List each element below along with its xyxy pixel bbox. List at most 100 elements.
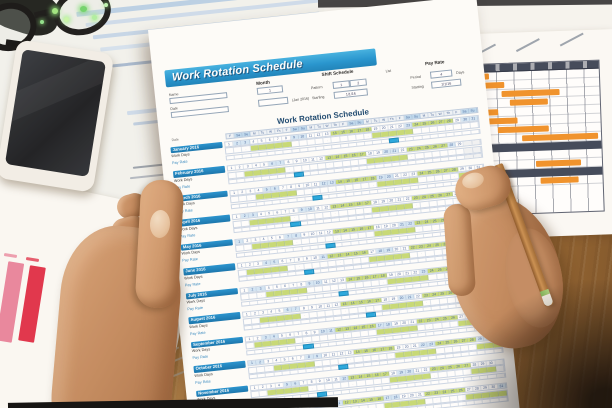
pay-cell <box>256 201 265 206</box>
gantt-group-label <box>515 38 540 53</box>
pay-cell <box>340 143 350 147</box>
pay-cell <box>325 391 334 395</box>
pay-cell <box>267 150 276 155</box>
weekday-cell: Su <box>468 108 478 113</box>
pay-starting-field: 1/1/16 <box>430 78 462 89</box>
pay-cell <box>282 297 292 301</box>
pay-cell <box>424 232 433 237</box>
pay-cell <box>402 185 412 190</box>
pay-cell <box>454 131 464 135</box>
pay-cell <box>402 259 411 264</box>
pattern-label: Pattern <box>310 85 323 91</box>
pay-cell <box>310 244 319 249</box>
pay-cell <box>450 328 460 333</box>
pay-cell <box>382 385 391 389</box>
pay-cell <box>385 261 395 266</box>
gantt-bar <box>536 159 582 167</box>
pay-cell <box>386 187 395 192</box>
pay-cell <box>331 217 341 222</box>
pay-cell <box>320 342 329 347</box>
pay-cell <box>253 176 263 181</box>
pay-cell <box>369 263 379 268</box>
pay-cell <box>237 178 246 183</box>
pay-cell <box>350 240 360 245</box>
pay-cell <box>356 141 366 146</box>
pay-cell <box>274 371 283 376</box>
pay-cell <box>290 370 299 374</box>
pay-cell <box>353 264 362 269</box>
pay-cell <box>431 379 440 384</box>
pay-cell <box>269 249 278 253</box>
smartphone-screen <box>4 49 107 177</box>
pay-marker-cell <box>339 291 349 295</box>
pay-marker-cell <box>304 270 314 274</box>
pay-cell <box>434 330 443 335</box>
pay-cell <box>361 338 370 342</box>
pay-cell <box>383 163 393 168</box>
pay-cell <box>315 293 324 298</box>
pay-cell <box>288 197 298 202</box>
pay-cell <box>407 308 416 313</box>
pay-cell <box>418 258 427 262</box>
gantt-group-label <box>559 32 584 47</box>
pay-cell <box>363 362 373 367</box>
pay-cell <box>440 157 450 162</box>
pay-cell <box>265 372 275 377</box>
period-field: 4 <box>429 69 453 79</box>
pay-cell <box>266 224 276 229</box>
pay-cell <box>310 170 320 175</box>
pay-cell <box>435 182 444 187</box>
pay-cell <box>277 248 287 253</box>
pay-cell <box>377 336 386 341</box>
pay-cell <box>244 251 254 256</box>
pay-cell <box>261 250 270 254</box>
pay-cell <box>413 209 422 214</box>
pay-cell <box>429 281 438 286</box>
mini-chart-bar <box>18 265 46 343</box>
pay-cell <box>317 317 327 322</box>
pay-cell <box>426 331 435 336</box>
work-day-cell <box>472 146 482 153</box>
pay-cell <box>283 149 293 153</box>
pay-cell <box>415 233 425 238</box>
pay-cell <box>405 136 415 141</box>
pay-cell <box>306 368 316 373</box>
pay-cell <box>361 264 370 268</box>
pay-cell <box>290 296 300 301</box>
gantt-bar <box>497 125 550 134</box>
pay-marker-cell <box>294 172 303 177</box>
pay-cell <box>421 282 430 287</box>
glare-sparkle <box>92 15 97 20</box>
pay-cell <box>312 343 321 348</box>
pay-cell <box>398 383 408 388</box>
pay-cell <box>439 379 448 383</box>
pay-cell <box>272 199 281 204</box>
pay-cell <box>344 339 354 344</box>
pay-cell <box>255 275 265 280</box>
pattern-field-1: 1 <box>332 80 351 89</box>
pay-cell <box>250 226 260 231</box>
pay-cell <box>366 386 375 391</box>
pay-cell <box>409 332 419 337</box>
pay-cell <box>426 257 436 262</box>
pay-cell <box>448 304 457 309</box>
pay-cell <box>342 241 352 246</box>
pay-cell <box>269 175 279 180</box>
pay-cell <box>285 247 295 252</box>
pay-cell <box>307 294 316 299</box>
pay-cell <box>285 321 294 326</box>
pay-cell <box>405 210 414 215</box>
pay-marker-cell <box>304 344 313 348</box>
pay-cell <box>431 305 441 310</box>
pay-cell <box>372 287 381 292</box>
pay-cell <box>362 190 371 194</box>
pay-cell <box>373 139 382 144</box>
pay-cell <box>406 382 416 387</box>
mini-chart-bar-label <box>3 253 18 258</box>
pay-cell <box>318 170 328 174</box>
pay-cell <box>343 167 352 172</box>
pay-cell <box>316 145 325 150</box>
pay-cell <box>370 189 379 194</box>
pay-cell <box>359 165 368 170</box>
